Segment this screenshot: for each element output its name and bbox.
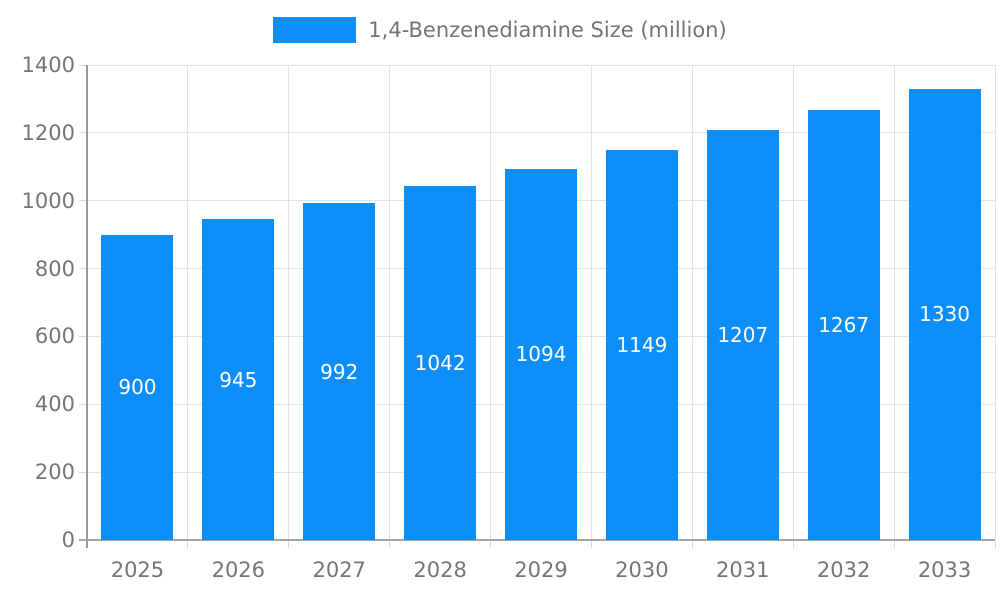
- bar[interactable]: [303, 203, 376, 540]
- bar[interactable]: [101, 234, 174, 540]
- bar-value-label: 1267: [818, 313, 870, 338]
- gridline-vertical: [288, 65, 290, 540]
- bar-value-label: 900: [118, 375, 157, 400]
- x-axis-tick-label: 2030: [615, 558, 669, 582]
- y-axis-tick: [79, 64, 87, 66]
- bar-value-label: 945: [219, 367, 258, 392]
- x-axis-tick-label: 2025: [110, 558, 165, 582]
- y-axis-tick-label: 0: [61, 528, 75, 552]
- y-axis-tick: [79, 403, 87, 405]
- bar[interactable]: [605, 150, 678, 540]
- y-axis-tick: [79, 132, 87, 134]
- x-axis-tick: [994, 540, 996, 548]
- x-axis-tick: [691, 540, 693, 548]
- y-axis-tick-label: 400: [34, 392, 75, 417]
- x-axis-tick-label: 2033: [917, 558, 972, 582]
- x-axis-line: [79, 539, 995, 541]
- x-axis-tick: [792, 540, 794, 548]
- bar-value-label: 1330: [919, 302, 970, 327]
- x-axis-tick: [389, 540, 391, 548]
- gridline-vertical: [590, 65, 592, 540]
- y-axis-tick-label: 1000: [21, 188, 75, 213]
- x-axis-tick: [590, 540, 592, 548]
- legend[interactable]: 1,4-Benzenediamine Size (million): [0, 17, 1000, 43]
- bar[interactable]: [404, 186, 477, 540]
- gridline-horizontal: [87, 64, 995, 66]
- y-axis-tick: [79, 200, 87, 202]
- y-axis-tick-label: 1400: [21, 53, 75, 77]
- bar-value-label: 1149: [616, 333, 668, 358]
- y-axis-tick: [79, 335, 87, 337]
- x-axis-tick-label: 2027: [312, 558, 366, 582]
- y-axis-line: [86, 65, 88, 548]
- x-axis-tick-label: 2028: [413, 558, 467, 582]
- x-axis-tick-label: 2029: [514, 558, 568, 582]
- y-axis-tick-label: 200: [34, 460, 75, 485]
- x-axis-tick: [893, 540, 895, 548]
- gridline-vertical: [187, 65, 189, 540]
- bar-value-label: 992: [320, 359, 359, 384]
- bar-value-label: 1094: [515, 342, 567, 367]
- bar-value-label: 1042: [414, 351, 466, 376]
- bar-value-label: 1207: [717, 323, 769, 348]
- bar[interactable]: [505, 168, 577, 540]
- legend-label: 1,4-Benzenediamine Size (million): [368, 18, 727, 42]
- x-axis-tick: [187, 540, 189, 548]
- y-axis-tick: [79, 471, 87, 473]
- x-axis-tick: [288, 540, 290, 548]
- y-axis-tick-label: 600: [34, 324, 75, 349]
- legend-swatch: [273, 17, 357, 43]
- gridline-vertical: [792, 65, 794, 540]
- x-axis-tick: [490, 540, 492, 548]
- gridline-vertical: [490, 65, 492, 540]
- bar[interactable]: [706, 130, 779, 540]
- bar[interactable]: [908, 88, 981, 540]
- x-axis-tick-label: 2031: [716, 558, 770, 582]
- x-axis-tick-label: 2032: [816, 558, 871, 582]
- y-axis-tick-label: 800: [34, 256, 75, 281]
- gridline-vertical: [893, 65, 895, 540]
- gridline-horizontal: [87, 132, 995, 134]
- bar[interactable]: [202, 219, 275, 540]
- bar[interactable]: [807, 110, 880, 540]
- y-axis-tick: [79, 268, 87, 270]
- gridline-vertical: [994, 65, 996, 540]
- gridline-vertical: [389, 65, 391, 540]
- x-axis-tick-label: 2026: [211, 558, 266, 582]
- y-axis-tick-label: 1200: [21, 120, 75, 145]
- gridline-vertical: [691, 65, 693, 540]
